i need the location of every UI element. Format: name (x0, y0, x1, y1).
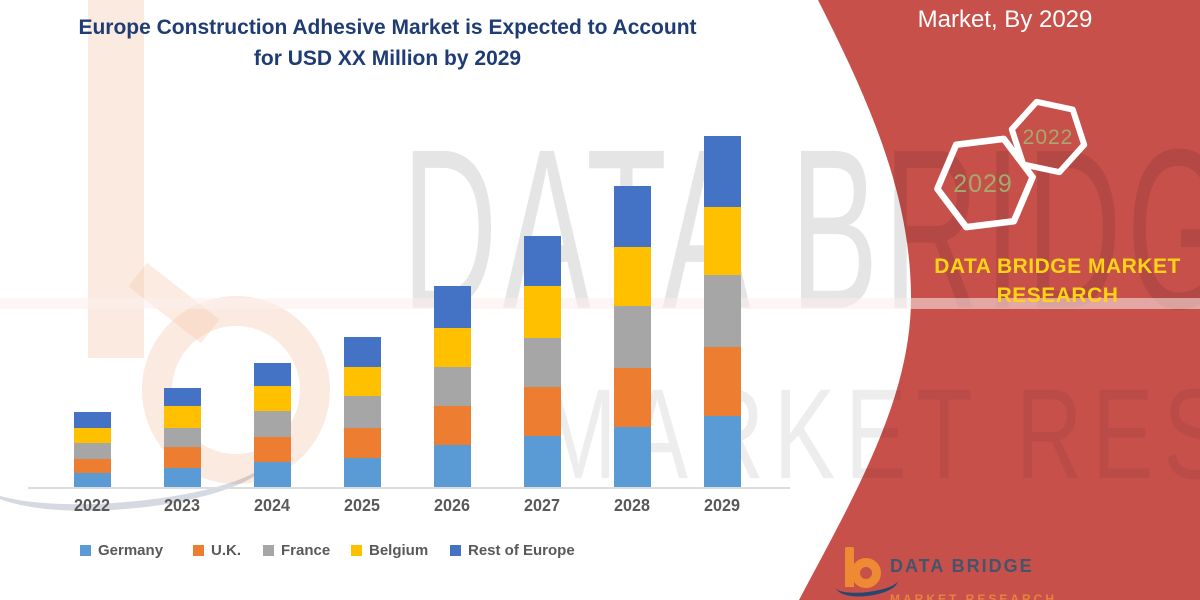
chart-title-line2: for USD XX Million by 2029 (253, 47, 522, 70)
x-axis-label-2029: 2029 (704, 495, 740, 516)
bar-segment-france (703, 275, 741, 347)
brand-text-line2: RESEARCH (996, 284, 1119, 307)
hexagon-2029-label: 2029 (953, 170, 1013, 198)
x-axis-label-2027: 2027 (524, 495, 560, 516)
legend-swatch-icon (80, 545, 91, 556)
bar-segment-france (253, 411, 291, 437)
bar-segment-belgium (73, 428, 111, 443)
legend-label: U.K. (211, 542, 241, 559)
chart-title-line1: Europe Construction Adhesive Market is E… (78, 16, 697, 39)
legend-label: Germany (98, 542, 164, 559)
x-axis-label-2028: 2028 (614, 495, 650, 516)
legend-item-belgium: Belgium (351, 542, 428, 559)
bar-segment-france (163, 428, 201, 447)
bar-segment-france (523, 338, 561, 387)
bar-segment-belgium (163, 406, 201, 428)
bar-segment-germany (73, 473, 111, 488)
bar-segment-u-k- (163, 447, 201, 468)
bar-2024 (253, 363, 291, 488)
bar-segment-belgium (613, 247, 651, 306)
legend-swatch-icon (351, 545, 362, 556)
bar-segment-rest-of-europe (343, 337, 381, 367)
bar-segment-rest-of-europe (613, 186, 651, 247)
panel-heading: Market, By 2029 (917, 6, 1093, 33)
bar-segment-u-k- (703, 347, 741, 416)
bar-segment-u-k- (73, 459, 111, 473)
bar-segment-france (613, 306, 651, 368)
bar-segment-u-k- (523, 387, 561, 436)
legend-item-rest-of-europe: Rest of Europe (450, 542, 575, 559)
legend-item-u-k-: U.K. (193, 542, 241, 559)
legend-swatch-icon (450, 545, 461, 556)
x-axis-label-2024: 2024 (254, 495, 290, 516)
bar-segment-u-k- (613, 368, 651, 427)
bar-segment-rest-of-europe (523, 236, 561, 286)
legend-label: Belgium (369, 542, 429, 559)
bar-2028 (613, 186, 651, 488)
legend-label: France (281, 542, 331, 559)
logo-b-bowl-icon (851, 558, 881, 588)
logo-wordmark: DATA BRIDGE (890, 556, 1034, 576)
chart-title: Europe Construction Adhesive Market is E… (70, 12, 705, 74)
x-axis-label-2022: 2022 (74, 495, 110, 516)
hexagon-2029 (934, 135, 1036, 231)
hexagon-badges: 2022 2029 (934, 98, 1088, 231)
x-axis-label-2025: 2025 (344, 495, 380, 516)
bar-segment-germany (253, 462, 291, 488)
bar-segment-belgium (433, 328, 471, 367)
bar-segment-belgium (523, 286, 561, 338)
x-axis-line (28, 487, 790, 489)
legend-item-france: France (263, 542, 330, 559)
legend-swatch-icon (263, 545, 274, 556)
brand-text: DATA BRIDGE MARKET RESEARCH (905, 252, 1200, 310)
x-axis-label-2023: 2023 (164, 495, 200, 516)
bar-2027 (523, 236, 561, 488)
bar-segment-rest-of-europe (253, 363, 291, 386)
bar-2026 (433, 286, 471, 488)
bar-segment-rest-of-europe (73, 412, 111, 428)
bar-2025 (343, 337, 381, 488)
bar-segment-rest-of-europe (703, 136, 741, 207)
bar-segment-u-k- (343, 428, 381, 458)
bar-segment-u-k- (253, 437, 291, 462)
bar-segment-germany (163, 468, 201, 488)
bar-segment-rest-of-europe (163, 388, 201, 406)
bar-segment-france (73, 443, 111, 459)
legend-label: Rest of Europe (468, 542, 575, 559)
logo-subtext-clipped: MARKET RESEARCH (890, 592, 1058, 600)
hexagon-2022-label: 2022 (1023, 126, 1074, 149)
legend-item-germany: Germany (80, 542, 163, 559)
bar-segment-belgium (253, 386, 291, 411)
logo-b-stem-icon (845, 547, 854, 587)
bar-segment-germany (343, 458, 381, 488)
legend-swatch-icon (193, 545, 204, 556)
bar-2029 (703, 136, 741, 488)
hexagon-2022 (1008, 98, 1088, 176)
bar-2022 (73, 412, 111, 488)
bar-segment-belgium (343, 367, 381, 396)
bar-2023 (163, 388, 201, 488)
bar-segment-france (343, 396, 381, 428)
bar-segment-germany (703, 416, 741, 488)
bar-segment-germany (613, 427, 651, 488)
brand-text-line1: DATA BRIDGE MARKET (934, 255, 1181, 278)
bar-segment-germany (433, 445, 471, 488)
x-axis-label-2026: 2026 (434, 495, 470, 516)
bar-segment-belgium (703, 207, 741, 275)
bar-segment-france (433, 367, 471, 406)
bar-segment-u-k- (433, 406, 471, 445)
bar-segment-rest-of-europe (433, 286, 471, 328)
bar-segment-germany (523, 436, 561, 488)
